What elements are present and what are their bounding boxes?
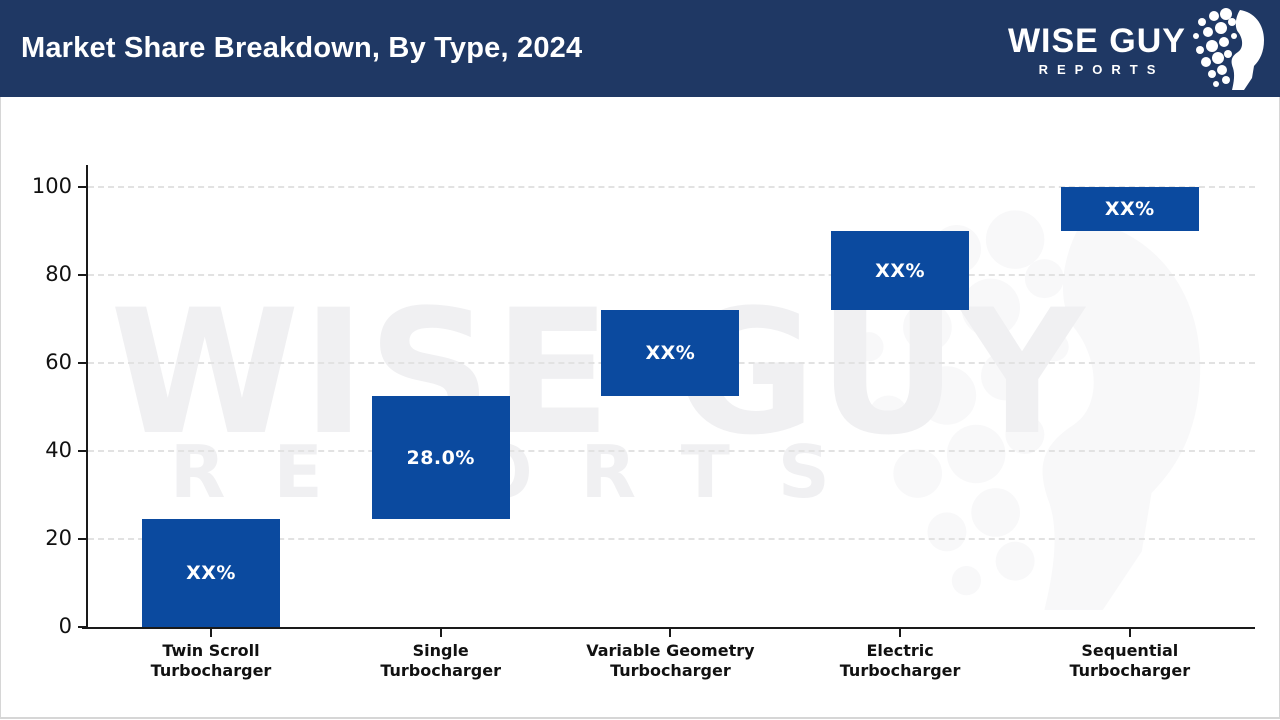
y-gridline bbox=[88, 538, 1255, 540]
bar-value-label: XX% bbox=[645, 342, 696, 365]
x-tick-mark bbox=[210, 629, 212, 637]
category-label-line2: Turbocharger bbox=[150, 661, 272, 680]
bar-value-label: 28.0% bbox=[406, 446, 475, 469]
x-tick-mark bbox=[899, 629, 902, 637]
category-label: Electric Turbocharger bbox=[780, 641, 1020, 681]
bar-segment: XX% bbox=[1060, 187, 1199, 231]
y-tick-label: 80 bbox=[45, 262, 72, 286]
bar-segment: XX% bbox=[831, 231, 970, 311]
x-tick-mark bbox=[439, 629, 442, 637]
category-label: Sequential Turbocharger bbox=[1010, 641, 1250, 681]
x-axis-line bbox=[82, 627, 1255, 629]
y-tick-label: 60 bbox=[45, 350, 72, 374]
category-label: Variable Geometry Turbocharger bbox=[550, 641, 790, 681]
bar-value-label: XX% bbox=[186, 562, 236, 585]
bar-segment: XX% bbox=[601, 310, 740, 396]
y-tick-label: 100 bbox=[31, 174, 72, 198]
bar-value-label: XX% bbox=[875, 259, 926, 282]
bar-segment: 28.0% bbox=[371, 396, 510, 520]
y-tick-label: 0 bbox=[58, 614, 72, 638]
y-gridline bbox=[88, 186, 1255, 188]
y-tick-mark bbox=[78, 626, 86, 628]
category-label-line1: Variable Geometry bbox=[586, 641, 755, 660]
category-label-line1: Twin Scroll bbox=[162, 641, 260, 660]
y-tick-mark bbox=[78, 450, 86, 452]
brand-name: WISE GUY bbox=[1007, 21, 1186, 60]
y-tick-label: 20 bbox=[45, 526, 72, 550]
watermark-text-line2: REPORTS bbox=[170, 430, 878, 514]
category-label: Single Turbocharger bbox=[321, 641, 561, 681]
y-gridline bbox=[88, 450, 1255, 452]
category-label-line1: Sequential bbox=[1081, 641, 1179, 660]
brand-subtitle: REPORTS bbox=[1038, 62, 1165, 78]
category-label-line1: Single bbox=[412, 641, 469, 660]
y-axis-line bbox=[86, 165, 88, 629]
y-tick-mark bbox=[78, 362, 86, 364]
bar-value-label: XX% bbox=[1104, 198, 1155, 220]
y-tick-mark bbox=[78, 538, 86, 540]
page-title: Market Share Breakdown, By Type, 2024 bbox=[21, 32, 583, 64]
category-label-line2: Turbocharger bbox=[1069, 661, 1191, 680]
bar-segment: XX% bbox=[142, 519, 280, 627]
y-tick-mark bbox=[78, 186, 86, 188]
x-tick-mark bbox=[669, 629, 672, 637]
y-tick-label: 40 bbox=[45, 438, 72, 462]
category-label: Twin Scroll Turbocharger bbox=[91, 641, 331, 681]
brand-logo-text: WISE GUY REPORTS bbox=[1007, 21, 1186, 78]
dotted-face-profile-icon bbox=[1193, 8, 1264, 90]
x-tick-mark bbox=[1128, 629, 1131, 637]
brand-logo: WISE GUY REPORTS bbox=[1008, 8, 1266, 92]
category-label-line2: Turbocharger bbox=[839, 661, 961, 680]
header-bar: Market Share Breakdown, By Type, 2024 WI… bbox=[0, 0, 1280, 97]
y-tick-mark bbox=[78, 274, 86, 276]
category-label-line2: Turbocharger bbox=[380, 661, 501, 680]
category-label-line1: Electric bbox=[866, 641, 934, 660]
y-gridline bbox=[88, 274, 1255, 276]
category-label-line2: Turbocharger bbox=[610, 661, 731, 680]
